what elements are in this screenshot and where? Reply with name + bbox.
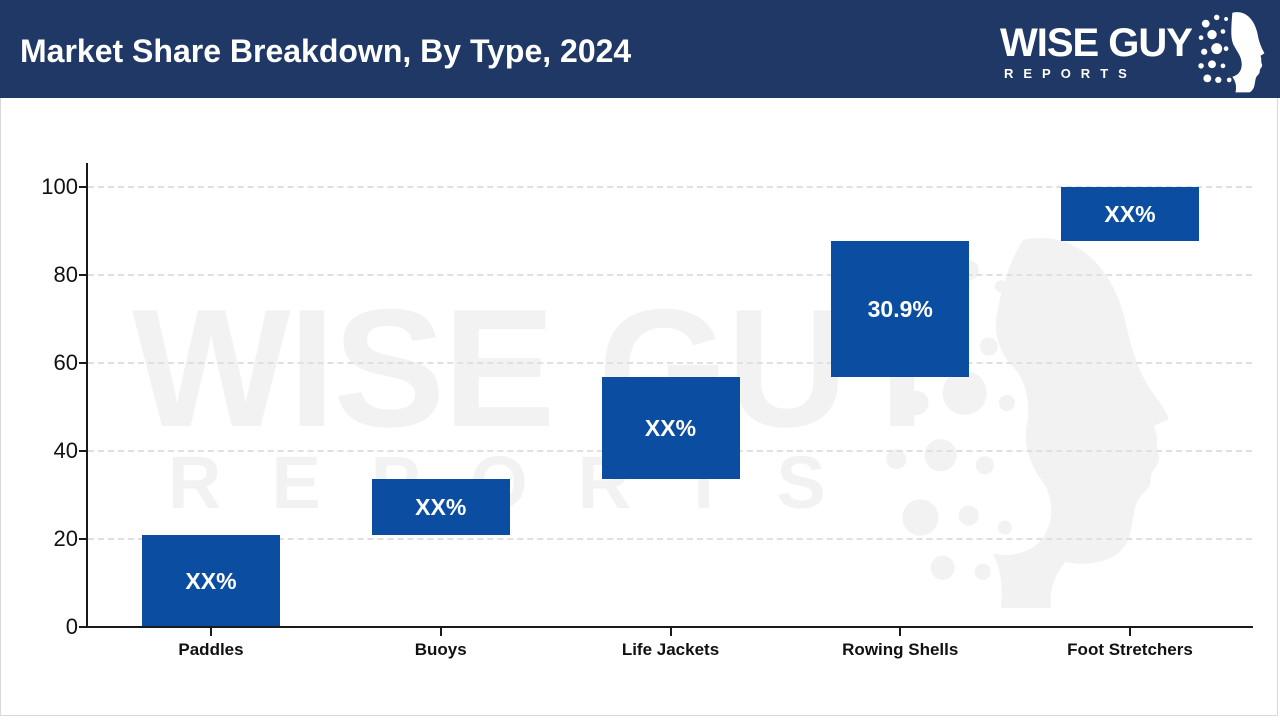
y-tick-label-100: 100 bbox=[41, 174, 78, 199]
y-tick-60 bbox=[79, 362, 87, 364]
x-tick-buoys bbox=[439, 628, 442, 636]
bar-buoys: XX% bbox=[371, 479, 510, 536]
y-tick-40 bbox=[79, 450, 87, 452]
page-title: Market Share Breakdown, By Type, 2024 bbox=[20, 33, 632, 69]
x-category-label-foot-stretchers: Foot Stretchers bbox=[1067, 640, 1193, 659]
x-category-label-life-jackets: Life Jackets bbox=[621, 640, 720, 659]
gridline-y-20 bbox=[88, 538, 1252, 540]
watermark-subtitle: REPORTS bbox=[168, 441, 876, 524]
x-category-label-paddles: Paddles bbox=[178, 640, 244, 659]
y-tick-label-20: 20 bbox=[53, 526, 78, 551]
gridline-y-60 bbox=[88, 362, 1252, 364]
y-tick-20 bbox=[79, 538, 87, 540]
wiseguy-logo-text: WISE GUY REPORTS bbox=[999, 20, 1193, 81]
bar-life-jackets: XX% bbox=[601, 377, 740, 480]
y-axis-spine bbox=[86, 163, 88, 628]
bar-rowing-shells: 30.9% bbox=[831, 241, 970, 378]
header-bar: Market Share Breakdown, By Type, 2024 WI… bbox=[0, 0, 1280, 98]
bar-value-label-rowing-shells: 30.9% bbox=[867, 295, 933, 322]
wiseguy-head-icon bbox=[1198, 12, 1265, 93]
x-tick-life-jackets bbox=[669, 628, 672, 636]
logo-subtitle: REPORTS bbox=[1003, 65, 1137, 81]
y-tick-0 bbox=[79, 626, 87, 628]
x-tick-rowing-shells bbox=[899, 628, 902, 636]
gridline-y-80 bbox=[88, 274, 1252, 276]
bar-foot-stretchers: XX% bbox=[1061, 187, 1199, 242]
gridline-y-100 bbox=[88, 186, 1252, 188]
x-category-label-buoys: Buoys bbox=[414, 640, 467, 659]
x-tick-paddles bbox=[210, 628, 212, 636]
y-tick-label-80: 80 bbox=[53, 262, 78, 287]
x-tick-foot-stretchers bbox=[1129, 628, 1131, 636]
wiseguy-logo: WISE GUY REPORTS bbox=[1000, 8, 1266, 94]
y-tick-100 bbox=[79, 186, 87, 188]
bar-paddles: XX% bbox=[142, 535, 280, 627]
bar-value-label-paddles: XX% bbox=[185, 567, 237, 594]
y-tick-80 bbox=[79, 274, 87, 276]
x-axis-spine bbox=[86, 626, 1253, 628]
x-category-label-rowing-shells: Rowing Shells bbox=[842, 640, 959, 659]
bar-value-label-foot-stretchers: XX% bbox=[1104, 200, 1156, 227]
y-tick-label-40: 40 bbox=[53, 438, 78, 463]
watermark-wordmark: WISE GUY bbox=[132, 274, 958, 462]
y-tick-label-60: 60 bbox=[53, 350, 78, 375]
y-tick-label-0: 0 bbox=[65, 614, 78, 639]
bar-value-label-buoys: XX% bbox=[415, 493, 467, 520]
logo-wordmark: WISE GUY bbox=[999, 20, 1193, 65]
bar-value-label-life-jackets: XX% bbox=[644, 414, 697, 441]
